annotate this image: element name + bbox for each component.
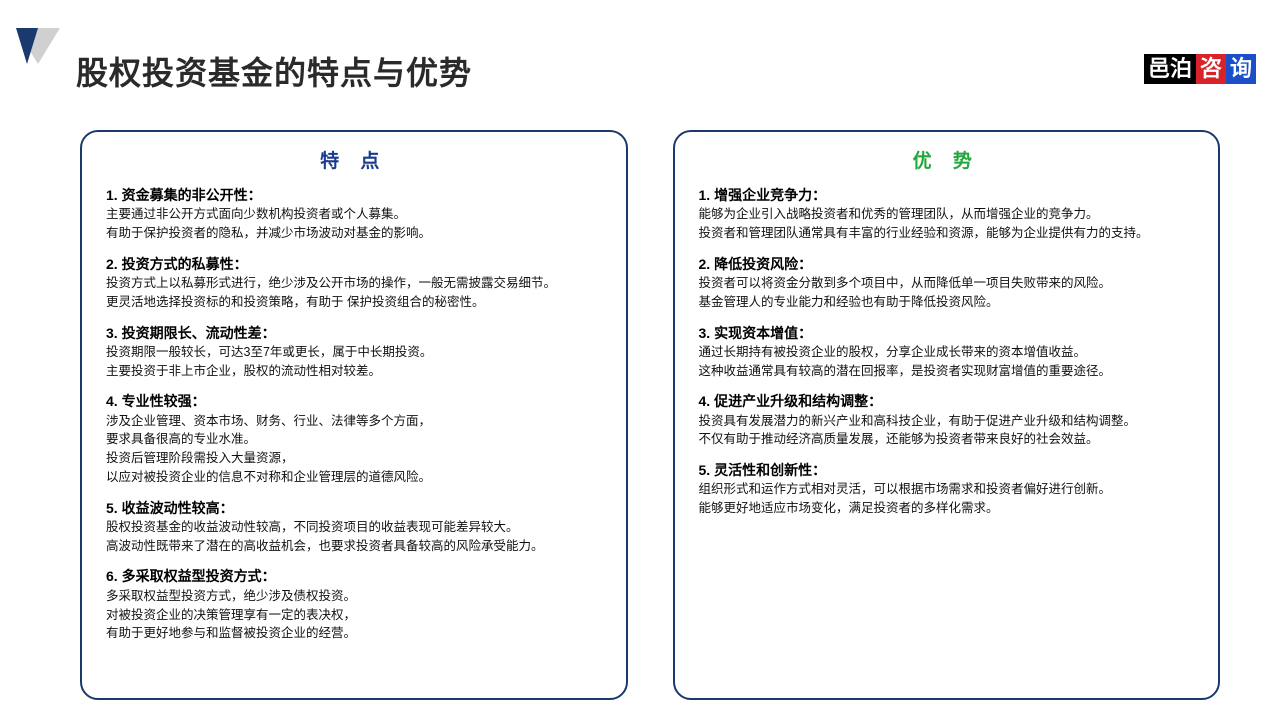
advantage-item-head: 5. 灵活性和创新性： — [699, 460, 1195, 480]
advantages-list: 1. 增强企业竞争力：能够为企业引入战略投资者和优秀的管理团队，从而增强企业的竞… — [699, 185, 1195, 518]
advantage-item-body: 能够为企业引入战略投资者和优秀的管理团队，从而增强企业的竞争力。 投资者和管理团… — [699, 205, 1195, 243]
feature-item-head: 3. 投资期限长、流动性差： — [106, 323, 602, 343]
advantage-item-body: 投资者可以将资金分散到多个项目中，从而降低单一项目失败带来的风险。 基金管理人的… — [699, 274, 1195, 312]
advantage-item-head: 1. 增强企业竞争力： — [699, 185, 1195, 205]
feature-item-head: 6. 多采取权益型投资方式： — [106, 566, 602, 586]
feature-item-head: 5. 收益波动性较高： — [106, 498, 602, 518]
logo-part-2: 咨 — [1196, 54, 1226, 84]
slide-title: 股权投资基金的特点与优势 — [76, 48, 472, 94]
feature-item-head: 2. 投资方式的私募性： — [106, 254, 602, 274]
feature-item: 6. 多采取权益型投资方式：多采取权益型投资方式，绝少涉及债权投资。 对被投资企… — [106, 566, 602, 643]
logo-part-1: 邑泊 — [1144, 54, 1196, 84]
feature-item: 5. 收益波动性较高：股权投资基金的收益波动性较高，不同投资项目的收益表现可能差… — [106, 498, 602, 556]
advantage-item-head: 3. 实现资本增值： — [699, 323, 1195, 343]
triangle-blue — [16, 28, 38, 64]
feature-item: 4. 专业性较强：涉及企业管理、资本市场、财务、行业、法律等多个方面， 要求具备… — [106, 391, 602, 486]
feature-item: 1. 资金募集的非公开性：主要通过非公开方式面向少数机构投资者或个人募集。 有助… — [106, 185, 602, 243]
advantage-item-body: 组织形式和运作方式相对灵活，可以根据市场需求和投资者偏好进行创新。 能够更好地适… — [699, 480, 1195, 518]
feature-item-body: 主要通过非公开方式面向少数机构投资者或个人募集。 有助于保护投资者的隐私，并减少… — [106, 205, 602, 243]
advantage-item-head: 2. 降低投资风险： — [699, 254, 1195, 274]
features-heading: 特 点 — [106, 146, 602, 173]
advantage-item-head: 4. 促进产业升级和结构调整： — [699, 391, 1195, 411]
advantages-heading: 优 势 — [699, 146, 1195, 173]
feature-item-body: 涉及企业管理、资本市场、财务、行业、法律等多个方面， 要求具备很高的专业水准。 … — [106, 412, 602, 487]
content-area: 特 点 1. 资金募集的非公开性：主要通过非公开方式面向少数机构投资者或个人募集… — [80, 130, 1220, 700]
logo-part-3: 询 — [1226, 54, 1256, 84]
feature-item-head: 1. 资金募集的非公开性： — [106, 185, 602, 205]
advantages-panel: 优 势 1. 增强企业竞争力：能够为企业引入战略投资者和优秀的管理团队，从而增强… — [673, 130, 1221, 700]
advantage-item-body: 投资具有发展潜力的新兴产业和高科技企业，有助于促进产业升级和结构调整。 不仅有助… — [699, 412, 1195, 450]
feature-item-body: 投资方式上以私募形式进行，绝少涉及公开市场的操作，一般无需披露交易细节。 更灵活… — [106, 274, 602, 312]
feature-item-body: 多采取权益型投资方式，绝少涉及债权投资。 对被投资企业的决策管理享有一定的表决权… — [106, 587, 602, 643]
advantage-item: 4. 促进产业升级和结构调整：投资具有发展潜力的新兴产业和高科技企业，有助于促进… — [699, 391, 1195, 449]
features-panel: 特 点 1. 资金募集的非公开性：主要通过非公开方式面向少数机构投资者或个人募集… — [80, 130, 628, 700]
advantage-item-body: 通过长期持有被投资企业的股权，分享企业成长带来的资本增值收益。 这种收益通常具有… — [699, 343, 1195, 381]
feature-item: 3. 投资期限长、流动性差：投资期限一般较长，可达3至7年或更长，属于中长期投资… — [106, 323, 602, 381]
advantage-item: 1. 增强企业竞争力：能够为企业引入战略投资者和优秀的管理团队，从而增强企业的竞… — [699, 185, 1195, 243]
features-list: 1. 资金募集的非公开性：主要通过非公开方式面向少数机构投资者或个人募集。 有助… — [106, 185, 602, 643]
feature-item-body: 投资期限一般较长，可达3至7年或更长，属于中长期投资。 主要投资于非上市企业，股… — [106, 343, 602, 381]
advantage-item: 3. 实现资本增值：通过长期持有被投资企业的股权，分享企业成长带来的资本增值收益… — [699, 323, 1195, 381]
advantage-item: 2. 降低投资风险：投资者可以将资金分散到多个项目中，从而降低单一项目失败带来的… — [699, 254, 1195, 312]
feature-item: 2. 投资方式的私募性：投资方式上以私募形式进行，绝少涉及公开市场的操作，一般无… — [106, 254, 602, 312]
feature-item-body: 股权投资基金的收益波动性较高，不同投资项目的收益表现可能差异较大。 高波动性既带… — [106, 518, 602, 556]
advantage-item: 5. 灵活性和创新性：组织形式和运作方式相对灵活，可以根据市场需求和投资者偏好进… — [699, 460, 1195, 518]
feature-item-head: 4. 专业性较强： — [106, 391, 602, 411]
logo: 邑泊 咨 询 — [1144, 54, 1256, 84]
